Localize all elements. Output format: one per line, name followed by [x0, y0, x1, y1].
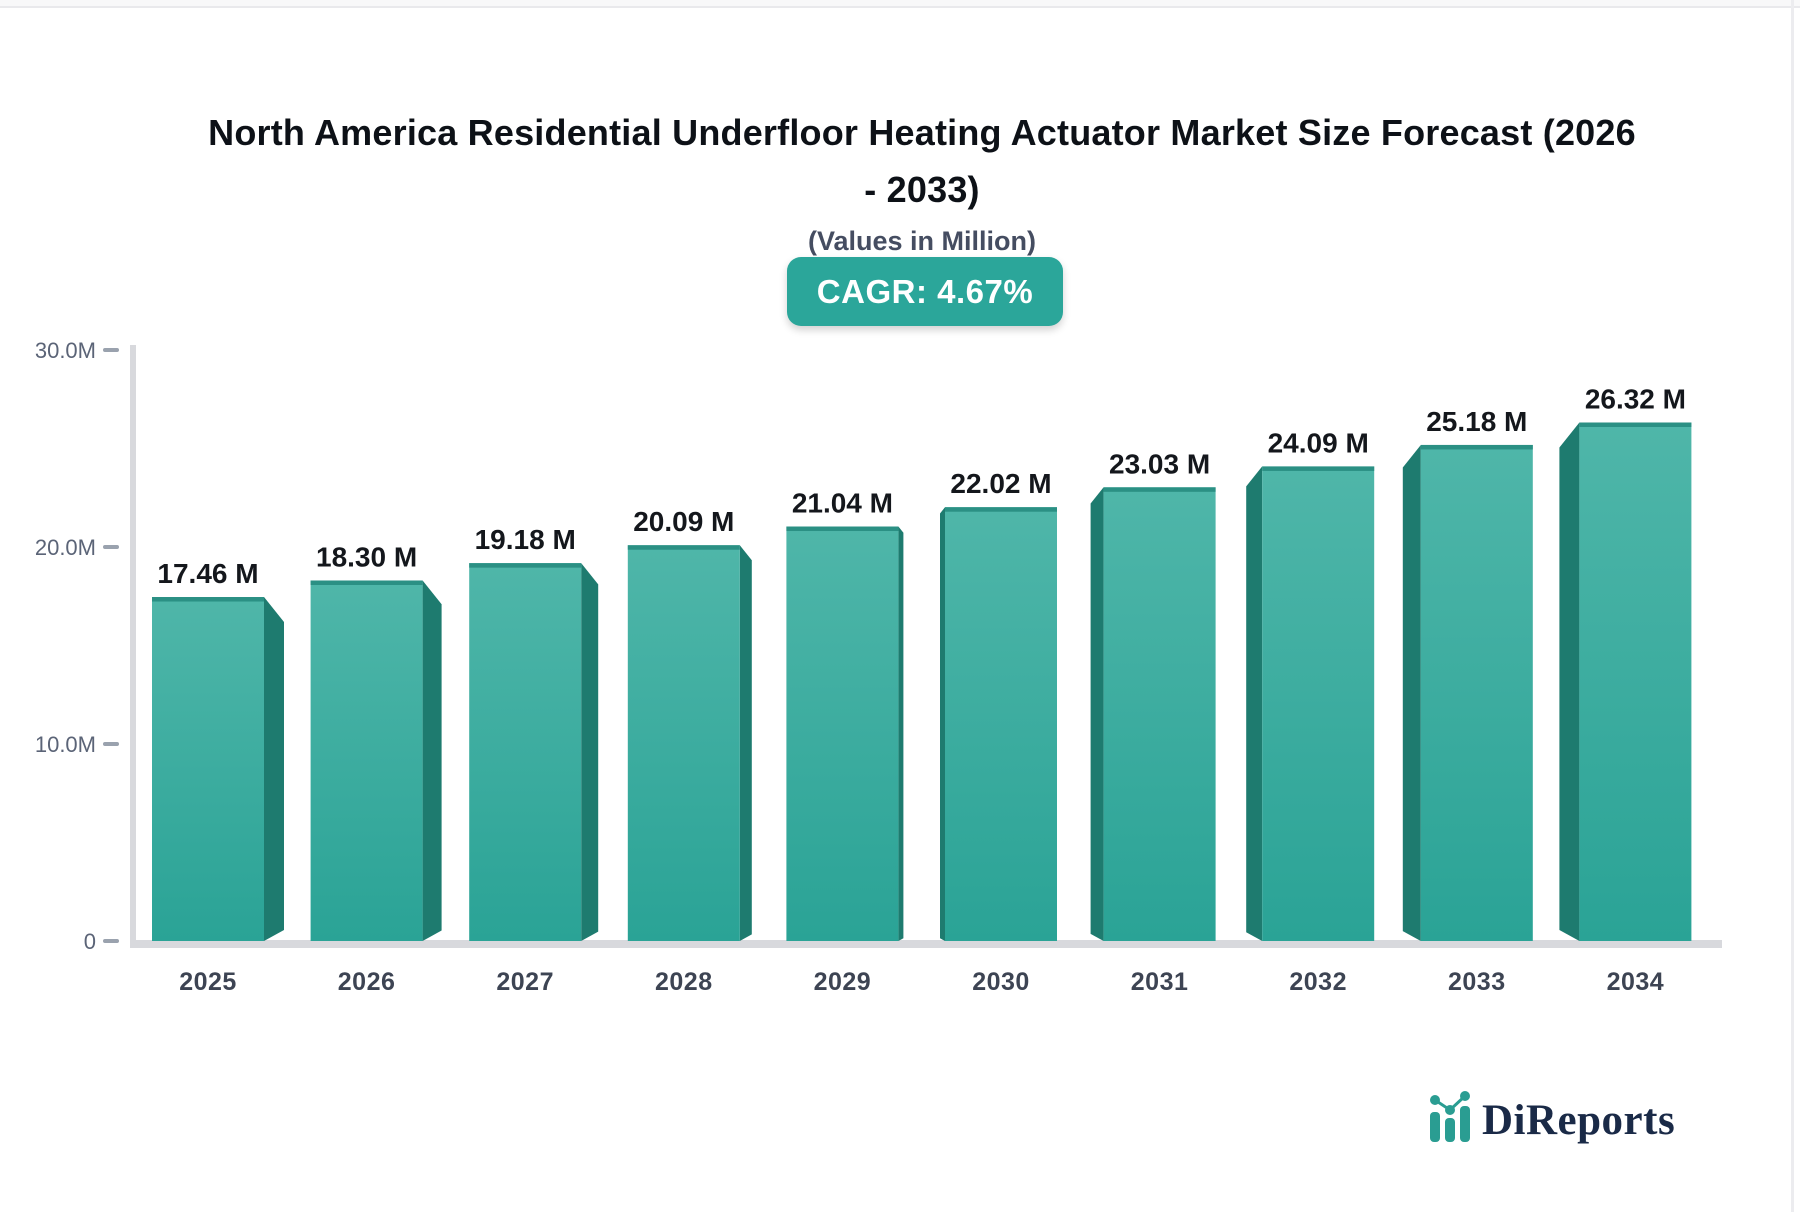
bar-value-label: 26.32 M — [1585, 383, 1686, 414]
y-axis-line — [130, 345, 136, 948]
bar-side-face — [739, 545, 752, 941]
bar-top-edge — [152, 597, 264, 602]
bar[interactable] — [1579, 422, 1692, 942]
bar-side-face — [1246, 466, 1263, 941]
bar-side-face — [422, 580, 442, 941]
page-title-line1: North America Residential Underfloor Hea… — [208, 112, 1636, 153]
x-axis-label: 2033 — [1448, 968, 1506, 996]
y-axis-tick — [103, 545, 119, 549]
x-axis-label: 2029 — [814, 968, 872, 996]
bar-top-edge — [1262, 466, 1375, 471]
x-axis-label: 2027 — [496, 968, 554, 996]
bar-value-label: 19.18 M — [475, 524, 576, 555]
y-axis-tick — [103, 742, 119, 746]
page-title: North America Residential Underfloor Hea… — [92, 104, 1752, 218]
bar-value-label: 25.18 M — [1426, 406, 1527, 437]
y-axis-tick-label: 10.0M — [35, 732, 96, 757]
brand-name: DiReports — [1482, 1097, 1676, 1144]
page-title-line2: - 2033) — [864, 169, 980, 210]
bar[interactable] — [152, 597, 264, 941]
cagr-badge: CAGR: 4.67% — [787, 257, 1063, 326]
brand-logo: DiReports — [1428, 1086, 1675, 1144]
bar-top-edge — [786, 526, 899, 532]
bar-side-face — [940, 507, 945, 941]
bar-value-label: 24.09 M — [1268, 427, 1369, 458]
bar-top-edge — [627, 545, 740, 550]
chart-subtitle: (Values in Million) — [807, 226, 1037, 256]
bar-top-edge — [1103, 487, 1216, 492]
bar-top-edge — [469, 563, 582, 568]
x-axis-label: 2032 — [1289, 968, 1347, 996]
bar[interactable] — [1420, 444, 1533, 941]
x-axis-line — [130, 940, 1722, 948]
bar[interactable] — [1103, 487, 1216, 941]
bar-top-edge — [945, 507, 1057, 512]
x-axis-label: 2030 — [972, 968, 1030, 996]
bar-side-face — [1090, 487, 1104, 941]
x-axis-label: 2031 — [1131, 968, 1189, 996]
bar[interactable] — [945, 507, 1057, 941]
bar-top-edge — [1579, 422, 1692, 427]
bar[interactable] — [786, 526, 899, 941]
bar-value-label: 20.09 M — [633, 506, 734, 537]
y-axis-tick — [103, 939, 119, 943]
x-axis-label: 2026 — [338, 968, 396, 996]
bar-value-label: 21.04 M — [792, 488, 893, 519]
bar-side-face — [581, 563, 599, 941]
bar-value-label: 23.03 M — [1109, 448, 1210, 479]
y-axis-tick — [103, 348, 119, 352]
bar[interactable] — [1262, 466, 1375, 941]
bar[interactable] — [627, 545, 740, 941]
bar-side-face — [1559, 422, 1580, 942]
page-right-border — [1791, 0, 1794, 1212]
bar-side-face — [1402, 444, 1421, 941]
x-axis-label: 2028 — [655, 968, 713, 996]
bar[interactable] — [469, 563, 582, 941]
y-axis-tick-label: 30.0M — [35, 338, 96, 363]
x-axis-label: 2025 — [179, 968, 237, 996]
bar-value-label: 17.46 M — [157, 558, 258, 589]
bar[interactable] — [310, 580, 423, 941]
y-axis-tick-label: 20.0M — [35, 535, 96, 560]
x-axis-label: 2034 — [1607, 968, 1665, 996]
y-axis-tick-label: 0 — [84, 929, 96, 954]
bar-chart-logo-icon — [1430, 1091, 1470, 1142]
page-top-border — [0, 0, 1800, 8]
bar-side-face — [898, 526, 904, 941]
bar-value-label: 22.02 M — [950, 468, 1051, 499]
bar-side-face — [264, 597, 284, 941]
bar-top-edge — [1420, 444, 1533, 450]
bar-top-edge — [310, 580, 423, 585]
bar-value-label: 18.30 M — [316, 541, 417, 572]
